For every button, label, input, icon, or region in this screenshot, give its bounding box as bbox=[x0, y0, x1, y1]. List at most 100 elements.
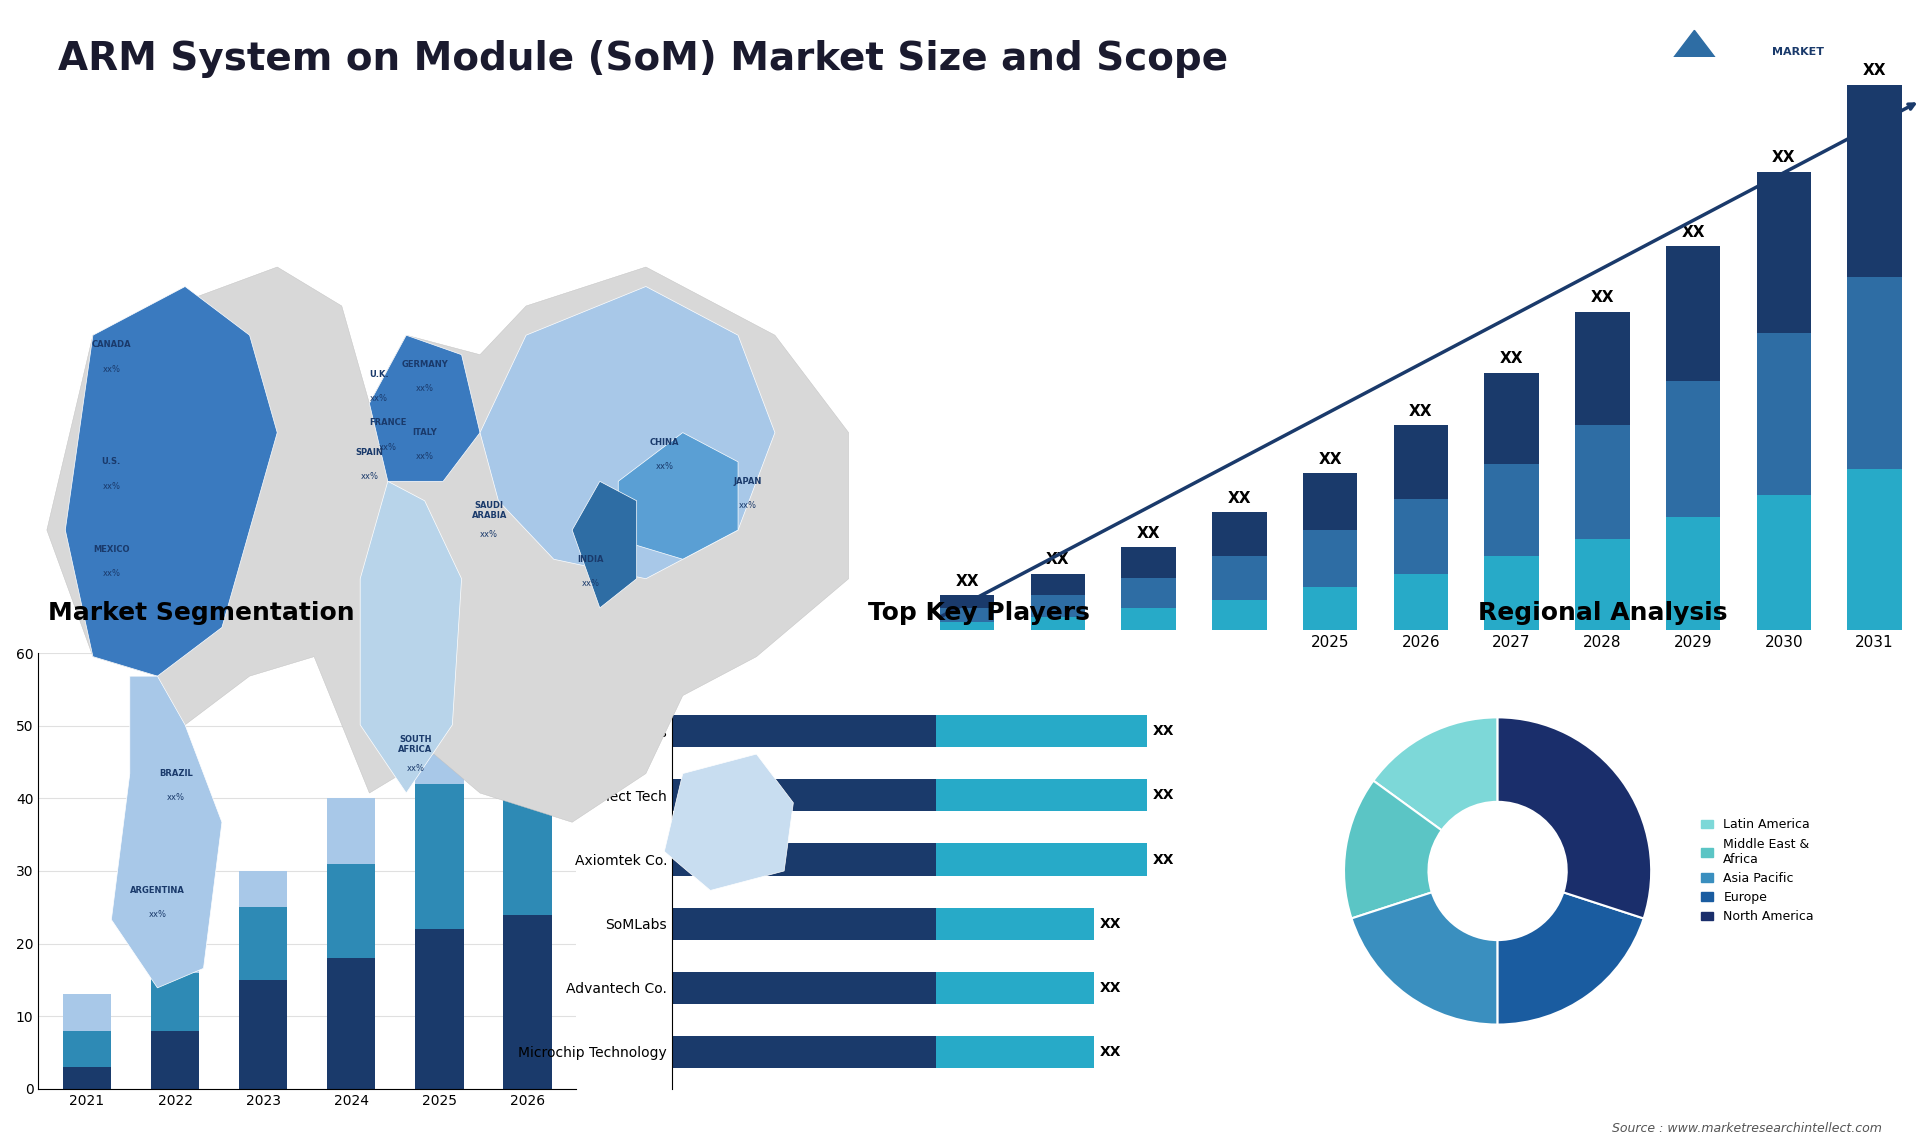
Text: ARGENTINA: ARGENTINA bbox=[131, 886, 184, 895]
Bar bbox=[63, 1067, 111, 1089]
Text: U.S.: U.S. bbox=[102, 457, 121, 466]
Text: XX: XX bbox=[1100, 917, 1121, 931]
Polygon shape bbox=[664, 754, 793, 890]
Text: FRANCE: FRANCE bbox=[369, 418, 407, 427]
Bar bbox=[63, 1030, 111, 1067]
Bar bbox=[1394, 573, 1448, 630]
Bar bbox=[152, 1030, 200, 1089]
Bar bbox=[238, 871, 288, 908]
Bar bbox=[1847, 276, 1903, 469]
Text: xx%: xx% bbox=[417, 453, 434, 462]
Bar bbox=[1394, 425, 1448, 500]
Bar bbox=[1121, 548, 1175, 578]
Bar bbox=[63, 995, 111, 1030]
Text: CHINA: CHINA bbox=[649, 438, 680, 447]
Bar bbox=[672, 779, 937, 811]
Polygon shape bbox=[572, 481, 637, 609]
Text: xx%: xx% bbox=[102, 481, 121, 490]
Text: xx%: xx% bbox=[361, 472, 378, 481]
Text: XX: XX bbox=[1046, 552, 1069, 567]
Text: ARM System on Module (SoM) Market Size and Scope: ARM System on Module (SoM) Market Size a… bbox=[58, 40, 1227, 78]
Bar bbox=[1757, 333, 1811, 495]
Text: ITALY: ITALY bbox=[413, 429, 438, 437]
Bar bbox=[672, 843, 937, 876]
Bar bbox=[415, 929, 463, 1089]
Text: XX: XX bbox=[1590, 290, 1615, 305]
Text: xx%: xx% bbox=[582, 579, 599, 588]
Bar bbox=[1212, 512, 1267, 556]
Text: xx%: xx% bbox=[407, 764, 424, 774]
Bar bbox=[1667, 382, 1720, 517]
Legend: Latin America, Middle East &
Africa, Asia Pacific, Europe, North America: Latin America, Middle East & Africa, Asi… bbox=[1695, 814, 1818, 928]
Bar bbox=[937, 843, 1148, 876]
Bar bbox=[1212, 599, 1267, 630]
Text: xx%: xx% bbox=[102, 364, 121, 374]
Text: XX: XX bbox=[1409, 403, 1432, 418]
Polygon shape bbox=[1622, 31, 1766, 125]
Bar bbox=[672, 972, 937, 1004]
Bar bbox=[326, 958, 376, 1089]
Wedge shape bbox=[1344, 780, 1442, 918]
Bar bbox=[672, 715, 937, 747]
Bar bbox=[939, 621, 995, 630]
Bar bbox=[415, 725, 463, 784]
Bar bbox=[1031, 573, 1085, 596]
Text: U.K.: U.K. bbox=[369, 370, 388, 378]
Bar bbox=[152, 973, 200, 1030]
Wedge shape bbox=[1373, 717, 1498, 831]
Polygon shape bbox=[361, 481, 461, 793]
Wedge shape bbox=[1352, 893, 1498, 1025]
Wedge shape bbox=[1498, 893, 1644, 1025]
Polygon shape bbox=[1665, 68, 1782, 125]
Bar bbox=[1574, 539, 1630, 630]
Bar bbox=[1304, 473, 1357, 529]
Text: XX: XX bbox=[1862, 63, 1885, 78]
Bar bbox=[672, 1036, 937, 1068]
Bar bbox=[939, 609, 995, 621]
Text: SAUDI
ARABIA: SAUDI ARABIA bbox=[472, 501, 507, 520]
Bar bbox=[1757, 172, 1811, 333]
Text: Source : www.marketresearchintellect.com: Source : www.marketresearchintellect.com bbox=[1611, 1122, 1882, 1135]
Text: Top Key Players: Top Key Players bbox=[868, 601, 1091, 625]
Text: Market Segmentation: Market Segmentation bbox=[48, 601, 355, 625]
Text: xx%: xx% bbox=[148, 910, 167, 919]
Text: XX: XX bbox=[1100, 1045, 1121, 1059]
Text: MARKET
RESEARCH
INTELLECT: MARKET RESEARCH INTELLECT bbox=[1772, 47, 1839, 80]
Polygon shape bbox=[480, 286, 776, 579]
Bar bbox=[937, 715, 1148, 747]
Bar bbox=[503, 915, 551, 1089]
Bar bbox=[1394, 500, 1448, 573]
Text: XX: XX bbox=[1772, 150, 1795, 165]
Bar bbox=[1667, 246, 1720, 382]
Bar bbox=[1304, 587, 1357, 630]
Legend: Type, Application, Geography: Type, Application, Geography bbox=[588, 653, 701, 720]
Text: xx%: xx% bbox=[655, 462, 674, 471]
Bar bbox=[1667, 517, 1720, 630]
Polygon shape bbox=[618, 432, 737, 559]
Text: XX: XX bbox=[1137, 526, 1160, 541]
Bar bbox=[1574, 312, 1630, 425]
Text: xx%: xx% bbox=[417, 384, 434, 393]
Bar bbox=[326, 799, 376, 864]
Text: xx%: xx% bbox=[167, 793, 184, 802]
Bar bbox=[1757, 495, 1811, 630]
Bar bbox=[1121, 609, 1175, 630]
Bar bbox=[939, 596, 995, 609]
Text: GERMANY: GERMANY bbox=[401, 360, 447, 369]
Bar bbox=[1484, 372, 1538, 464]
Text: XX: XX bbox=[1682, 225, 1705, 240]
Text: Regional Analysis: Regional Analysis bbox=[1478, 601, 1728, 625]
Bar bbox=[326, 864, 376, 958]
Bar bbox=[937, 972, 1094, 1004]
Text: XX: XX bbox=[1227, 490, 1252, 505]
Polygon shape bbox=[111, 676, 223, 988]
Text: xx%: xx% bbox=[378, 442, 397, 452]
Bar bbox=[937, 908, 1094, 940]
Bar bbox=[672, 908, 937, 940]
Bar bbox=[1121, 578, 1175, 609]
Text: XX: XX bbox=[1152, 788, 1173, 802]
Bar bbox=[1304, 529, 1357, 587]
Text: SOUTH
AFRICA: SOUTH AFRICA bbox=[397, 735, 432, 754]
Bar bbox=[1847, 469, 1903, 630]
Text: XX: XX bbox=[1152, 724, 1173, 738]
